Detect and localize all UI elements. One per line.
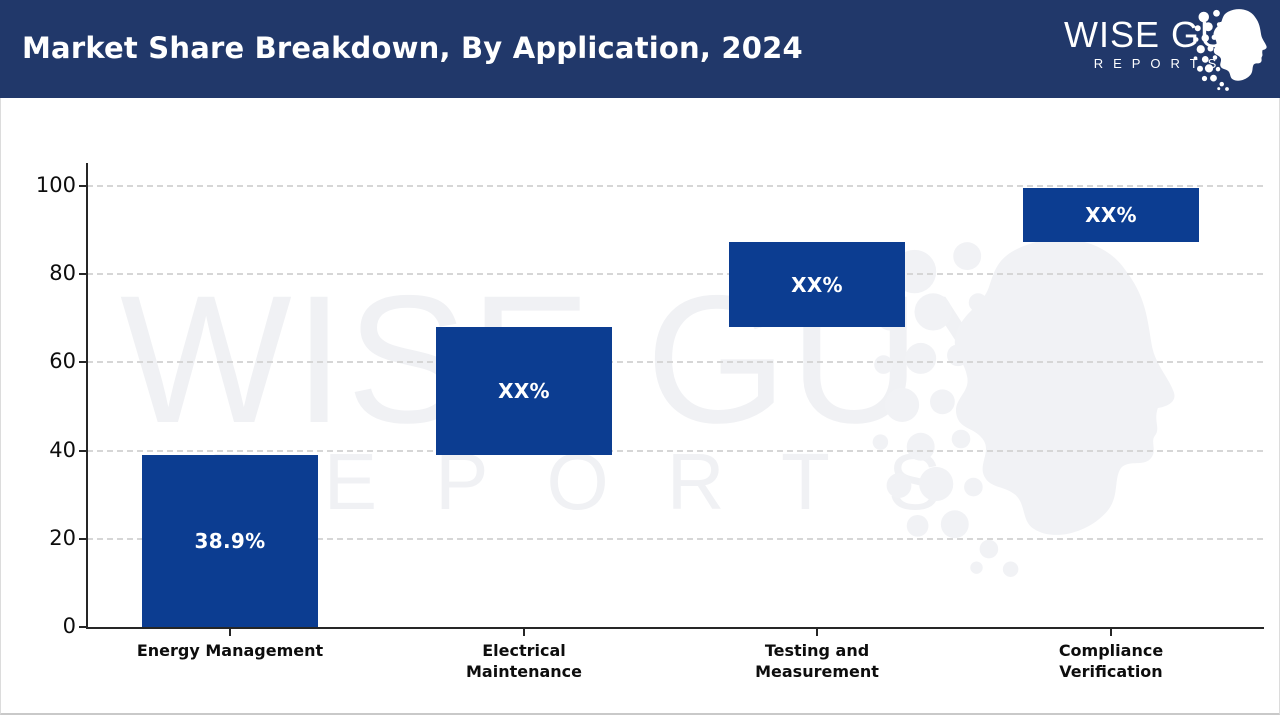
category-label-3: Testing and Measurement (702, 640, 932, 682)
category-label-line: Measurement (755, 662, 879, 681)
bar-1: 38.9% (142, 455, 318, 627)
y-tick-0 (79, 626, 87, 628)
bar-3: XX% (729, 242, 905, 328)
gridline-20 (87, 537, 1263, 540)
x-tick-4 (1110, 629, 1112, 636)
gridline-60 (87, 361, 1263, 364)
bar-2: XX% (436, 327, 612, 456)
gridline-40 (87, 449, 1263, 452)
category-label-line: Verification (1059, 662, 1163, 681)
bar-value-label: 38.9% (194, 529, 266, 554)
x-tick-3 (816, 629, 818, 636)
x-tick-2 (523, 629, 525, 636)
chart-title: Market Share Breakdown, By Application, … (22, 31, 803, 65)
category-label-line: Maintenance (465, 662, 582, 681)
category-label-line: Compliance (1058, 641, 1164, 660)
category-label-line: Energy Management (136, 641, 324, 660)
bar-4: XX% (1023, 188, 1199, 242)
y-tick-80 (79, 273, 87, 276)
category-label-2: Electrical Maintenance (409, 640, 639, 682)
category-label-1: Energy Management (115, 640, 345, 661)
y-tick-label-80: 80 (49, 261, 76, 286)
header-bar: Market Share Breakdown, By Application, … (0, 0, 1280, 98)
bar-value-label: XX% (791, 272, 843, 297)
y-tick-label-60: 60 (49, 349, 76, 374)
gridline-80 (87, 273, 1263, 276)
category-label-line: Testing and (764, 641, 870, 660)
bar-value-label: XX% (1085, 203, 1137, 228)
y-tick-100 (79, 185, 87, 187)
category-label-4: Compliance Verification (996, 640, 1226, 682)
x-axis-spine (86, 627, 1264, 629)
head-profile-icon (1193, 9, 1267, 91)
y-tick-label-40: 40 (49, 437, 76, 462)
x-tick-1 (229, 629, 231, 636)
y-tick-20 (79, 537, 87, 540)
y-tick-60 (79, 361, 87, 364)
wise-guy-reports-logo: WISE GUY REPORTS (1020, 1, 1270, 97)
logo-subtitle: REPORTS (1093, 56, 1227, 71)
y-tick-label-20: 20 (49, 525, 76, 550)
bar-value-label: XX% (498, 379, 550, 404)
category-label-line: Electrical (482, 641, 566, 660)
y-tick-label-100: 100 (35, 173, 76, 197)
y-tick-label-0: 0 (62, 614, 76, 638)
y-axis-spine (86, 163, 88, 629)
y-tick-40 (79, 449, 87, 452)
gridline-100 (87, 185, 1263, 187)
